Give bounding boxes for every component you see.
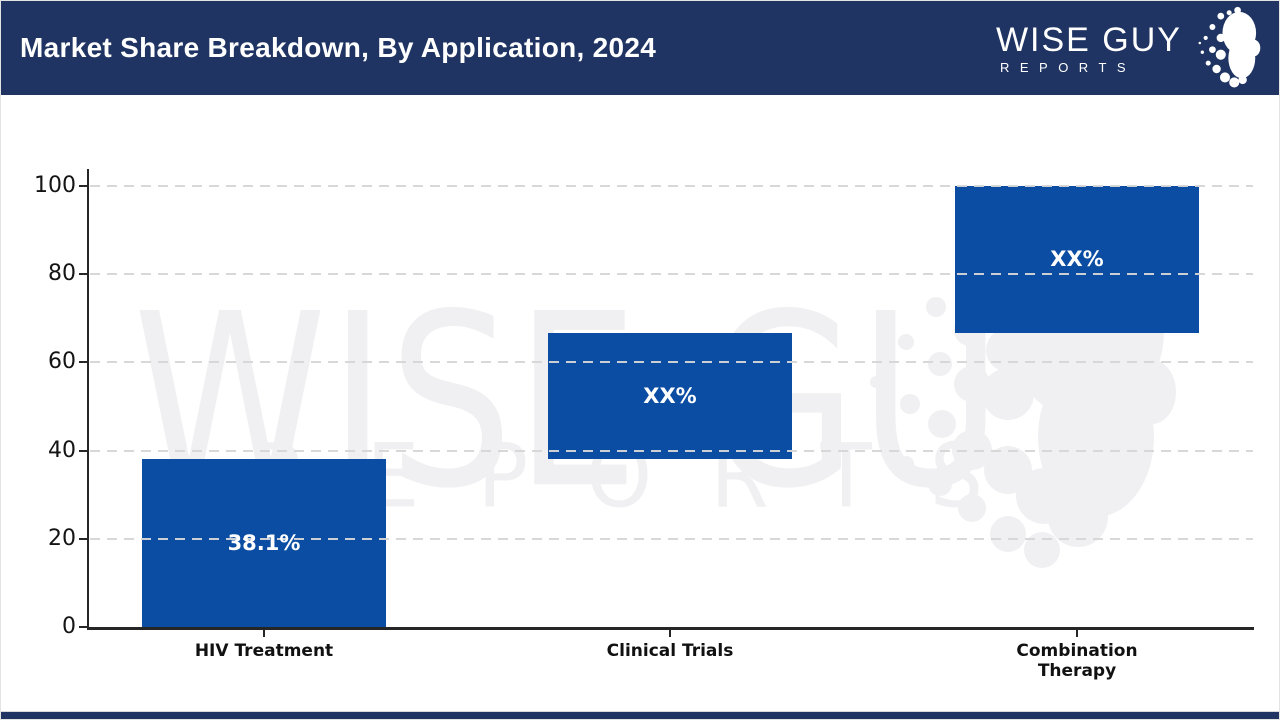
brand-subname: REPORTS [999, 59, 1137, 75]
x-tick-mark [263, 630, 265, 637]
x-category-label: HIV Treatment [194, 641, 334, 661]
y-tick-label: 60 [48, 349, 76, 375]
gridline [90, 361, 1253, 364]
bar-value-label: 38.1% [227, 530, 301, 555]
gridline [90, 273, 1253, 276]
x-category-label: Clinical Trials [606, 641, 734, 661]
y-tick-label: 100 [34, 173, 76, 198]
y-tick-mark [79, 361, 87, 364]
dotted-head-logo-icon [1198, 6, 1261, 88]
y-tick-mark [79, 626, 87, 628]
x-category-label: Combination Therapy [1016, 641, 1138, 682]
gridline [90, 449, 1253, 452]
brand-logo-text: WISE GUY REPORTS [996, 23, 1182, 74]
footer-divider [0, 711, 1280, 712]
y-tick-mark [79, 449, 87, 452]
page-title: Market Share Breakdown, By Application, … [20, 31, 657, 63]
header-band: Market Share Breakdown, By Application, … [0, 0, 1280, 95]
bar-segment [548, 332, 792, 459]
x-tick-mark [669, 630, 671, 637]
brand-logo: WISE GUY REPORTS [996, 6, 1266, 90]
x-tick-mark [1076, 630, 1078, 637]
x-axis-line [87, 627, 1254, 630]
bar-segment [142, 458, 386, 627]
y-tick-label: 20 [48, 525, 76, 551]
y-tick-mark [79, 273, 87, 276]
y-tick-label: 40 [48, 437, 76, 463]
y-tick-mark [79, 537, 87, 540]
y-tick-mark [79, 185, 87, 187]
brand-name: WISE GUY [995, 20, 1182, 59]
footer-band [0, 712, 1280, 720]
gridline [90, 537, 1253, 540]
gridline [90, 185, 1253, 187]
bar-value-label: XX% [1050, 247, 1104, 272]
y-axis-line [87, 169, 89, 629]
bar-value-label: XX% [643, 383, 697, 408]
y-tick-label: 0 [62, 614, 76, 639]
y-tick-label: 80 [48, 261, 76, 287]
